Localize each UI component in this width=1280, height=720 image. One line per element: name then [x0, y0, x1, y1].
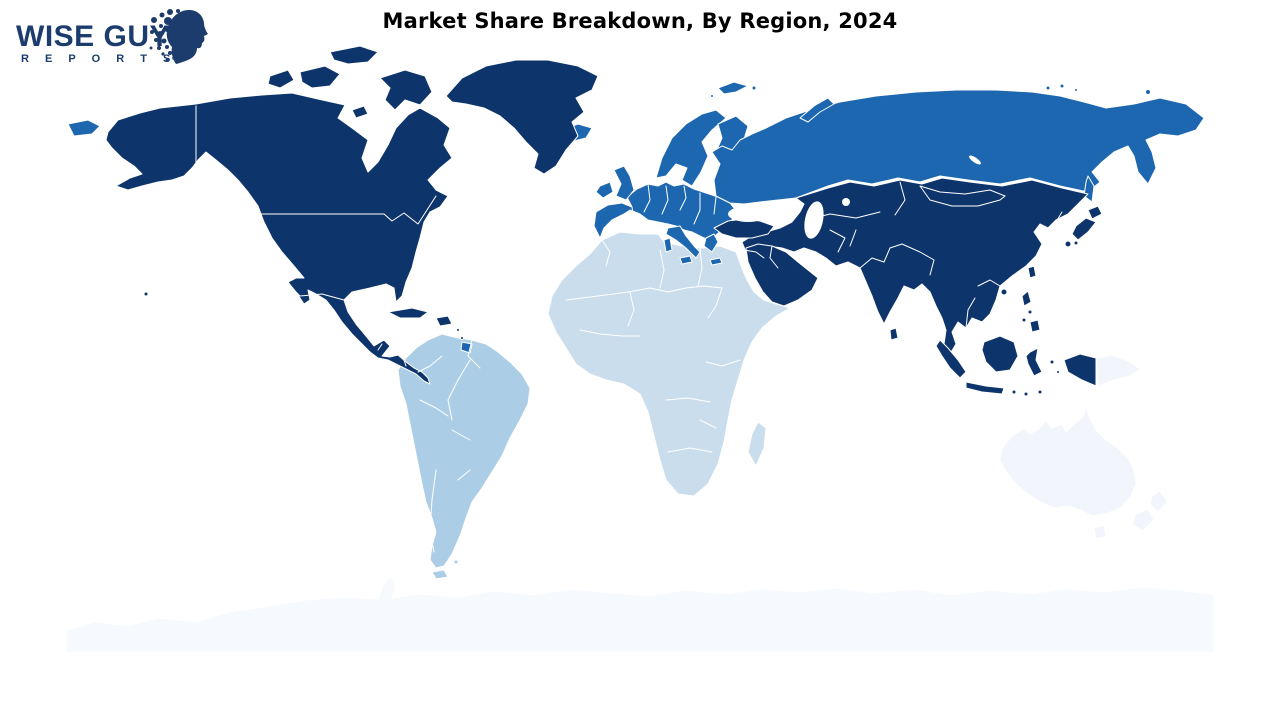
madagascar — [747, 421, 767, 467]
arabian-peninsula — [745, 243, 819, 307]
region-africa — [547, 231, 791, 497]
honshu — [1071, 217, 1097, 241]
tierra-del-fuego — [431, 569, 449, 580]
italy — [665, 225, 701, 259]
logo-line1: WISE GUY — [16, 20, 170, 53]
hispaniola — [435, 315, 453, 327]
region-oceania — [999, 354, 1168, 540]
crete — [709, 257, 723, 266]
page-title: Market Share Breakdown, By Region, 2024 — [382, 9, 898, 33]
new-guinea-east — [1095, 354, 1141, 387]
java — [965, 381, 1005, 395]
caspian-sea — [804, 201, 824, 239]
sulawesi — [1025, 347, 1043, 377]
region-antarctica — [65, 575, 1215, 653]
philippines-luzon — [1021, 290, 1032, 307]
africa-mainland — [547, 231, 791, 497]
philippines-mindanao — [1029, 319, 1041, 333]
aral-sea — [842, 198, 850, 206]
new-zealand-south — [1131, 508, 1155, 532]
svalbard — [717, 81, 749, 95]
russia — [711, 89, 1205, 205]
sardinia — [663, 237, 673, 253]
great-britain — [613, 165, 635, 201]
lake-baikal — [969, 155, 981, 165]
baffin-island — [379, 69, 433, 111]
hawaii — [143, 291, 149, 297]
scandinavia — [655, 109, 727, 187]
north-america-mainland — [105, 92, 453, 385]
region-north-america — [105, 45, 599, 385]
australia — [999, 407, 1137, 517]
logo-text: WISE GUY R E P O R T S — [16, 20, 177, 65]
head-profile-dots-icon — [149, 9, 208, 64]
ireland — [595, 181, 614, 199]
southampton-island — [351, 105, 369, 119]
hokkaido — [1087, 205, 1103, 220]
country-borders — [195, 105, 1063, 553]
wise-guy-reports-logo: WISE GUY R E P O R T S — [16, 9, 208, 65]
cuba — [387, 307, 429, 319]
new-siberian-islands — [1045, 85, 1051, 91]
taiwan — [1027, 265, 1037, 279]
falkland-islands — [453, 559, 459, 565]
borneo — [981, 335, 1019, 373]
inland-water — [728, 155, 981, 239]
black-sea — [728, 206, 768, 222]
kyushu — [1064, 240, 1072, 248]
victoria-island — [299, 65, 341, 89]
chukotka-west-sliver — [67, 119, 101, 137]
region-asia-pacific — [713, 177, 1103, 397]
hainan — [1000, 288, 1008, 296]
greenland — [445, 59, 599, 175]
banks-island — [267, 69, 295, 89]
sicily — [679, 255, 693, 265]
tasmania — [1093, 524, 1107, 540]
region-europe — [67, 81, 1205, 354]
shikoku — [1073, 240, 1079, 246]
sumatra — [935, 339, 967, 379]
wrangel-island — [1145, 89, 1151, 95]
new-zealand-north — [1149, 490, 1168, 513]
sri-lanka — [889, 327, 899, 341]
new-guinea-west — [1063, 353, 1097, 387]
novaya-zemlya — [799, 97, 835, 123]
ellesmere-island — [329, 45, 379, 65]
greece — [703, 233, 719, 253]
logo-line2: R E P O R T S — [21, 53, 177, 65]
